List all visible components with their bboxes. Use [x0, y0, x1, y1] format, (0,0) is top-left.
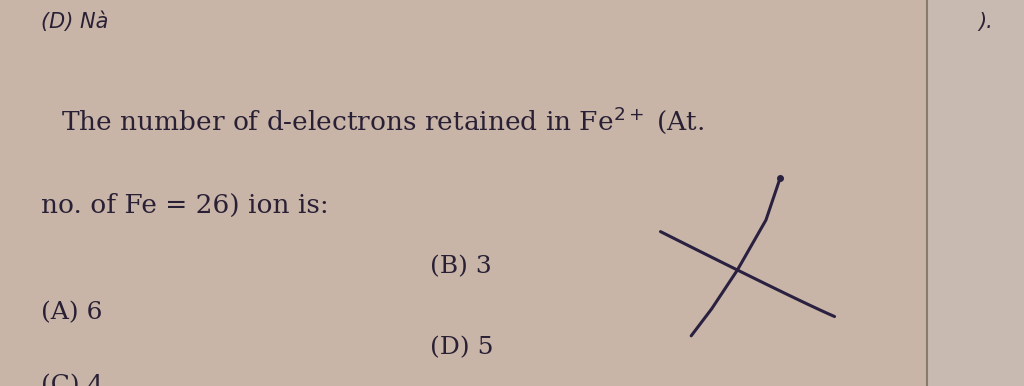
- Text: ).: ).: [979, 12, 993, 32]
- Text: no. of Fe = 26) ion is:: no. of Fe = 26) ion is:: [41, 193, 329, 218]
- Text: (B) 3: (B) 3: [430, 255, 492, 278]
- Bar: [927, 0, 1024, 386]
- Text: (C) 4: (C) 4: [41, 374, 103, 386]
- Text: (A) 6: (A) 6: [41, 301, 102, 324]
- Text: (D) Nà: (D) Nà: [41, 12, 109, 32]
- Text: (D) 5: (D) 5: [430, 336, 494, 359]
- Text: The number of d-electrons retained in Fe$^{2+}$ (At.: The number of d-electrons retained in Fe…: [61, 104, 705, 136]
